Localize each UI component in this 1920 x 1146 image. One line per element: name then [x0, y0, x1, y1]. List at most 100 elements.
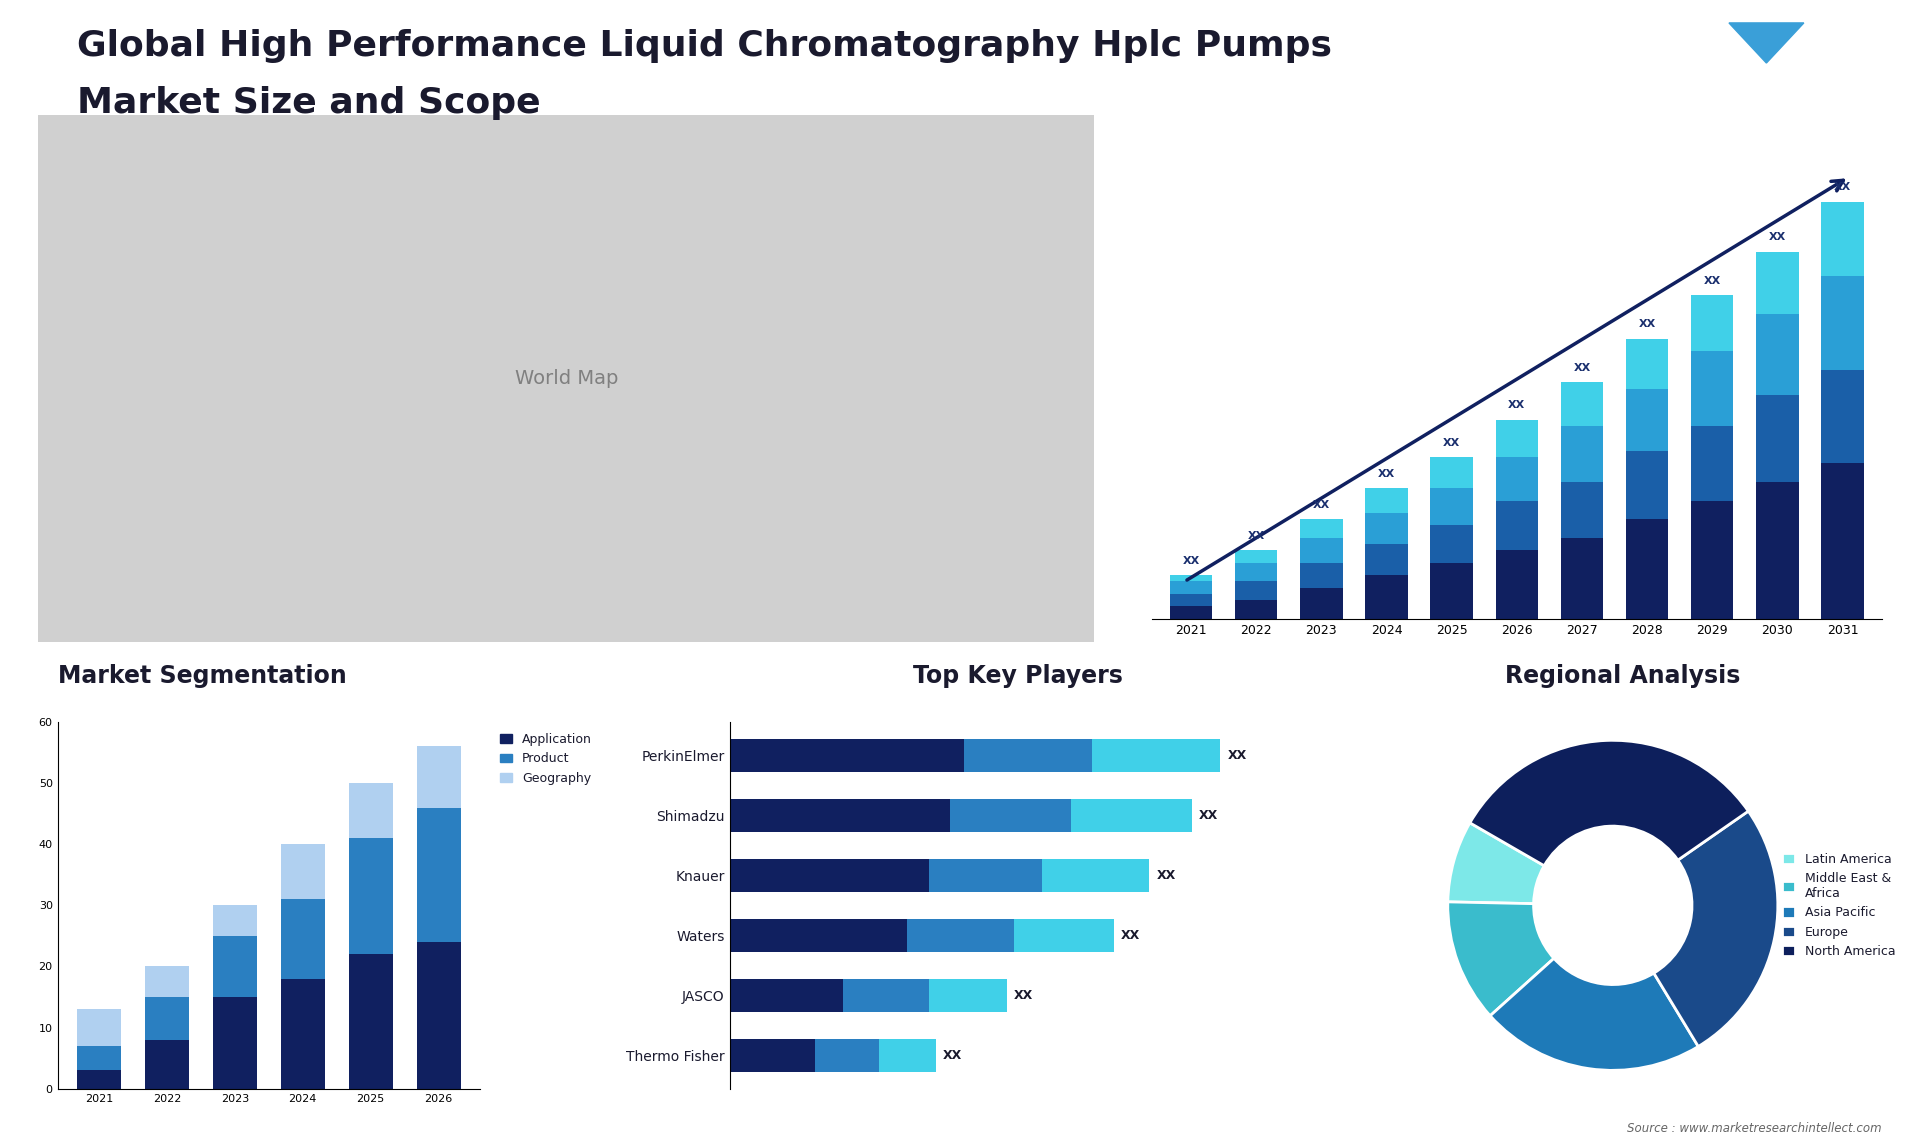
Bar: [1169, 594, 1212, 606]
Bar: [730, 799, 950, 832]
Text: MARKET: MARKET: [1811, 23, 1847, 32]
Bar: [730, 858, 929, 892]
Bar: [1365, 575, 1407, 619]
Text: INTELLECT: INTELLECT: [1811, 69, 1857, 78]
Bar: [349, 955, 394, 1089]
Legend: Application, Product, Geography: Application, Product, Geography: [495, 728, 597, 790]
Bar: [1561, 426, 1603, 481]
Bar: [1626, 388, 1668, 450]
Text: XX: XX: [1121, 929, 1140, 942]
Bar: [1626, 519, 1668, 619]
Bar: [1496, 550, 1538, 619]
Bar: [1692, 296, 1734, 351]
Bar: [1430, 457, 1473, 488]
Text: XX: XX: [1183, 556, 1200, 566]
Text: XX: XX: [1703, 276, 1720, 285]
Bar: [964, 739, 1092, 771]
Bar: [1430, 563, 1473, 619]
Bar: [1822, 276, 1864, 370]
Text: XX: XX: [1198, 809, 1217, 822]
Bar: [1757, 481, 1799, 619]
Bar: [1014, 919, 1114, 952]
Bar: [1365, 488, 1407, 513]
Bar: [1561, 537, 1603, 619]
Bar: [1561, 383, 1603, 426]
Bar: [1235, 550, 1277, 563]
Bar: [1692, 501, 1734, 619]
Bar: [349, 838, 394, 955]
Text: XX: XX: [1444, 438, 1461, 448]
Bar: [1757, 252, 1799, 314]
Bar: [908, 919, 1014, 952]
Bar: [77, 1046, 121, 1070]
Text: Top Key Players: Top Key Players: [912, 664, 1123, 688]
Text: Source : www.marketresearchintellect.com: Source : www.marketresearchintellect.com: [1626, 1122, 1882, 1135]
Bar: [213, 905, 257, 936]
Bar: [1365, 544, 1407, 575]
Text: Market Size and Scope: Market Size and Scope: [77, 86, 540, 120]
Text: RESEARCH: RESEARCH: [1811, 46, 1857, 55]
Bar: [1430, 488, 1473, 526]
Bar: [1757, 314, 1799, 394]
Bar: [1169, 575, 1212, 581]
Bar: [144, 1039, 188, 1089]
Wedge shape: [1448, 902, 1553, 1015]
Bar: [1692, 351, 1734, 426]
Wedge shape: [1471, 740, 1749, 865]
Text: XX: XX: [1313, 500, 1331, 510]
Polygon shape: [1728, 23, 1803, 63]
Text: XX: XX: [1572, 363, 1590, 372]
Text: XX: XX: [1014, 989, 1033, 1002]
Bar: [144, 966, 188, 997]
Legend: Latin America, Middle East &
Africa, Asia Pacific, Europe, North America: Latin America, Middle East & Africa, Asi…: [1776, 847, 1901, 964]
Bar: [1071, 799, 1192, 832]
Wedge shape: [1490, 958, 1699, 1070]
Bar: [213, 936, 257, 997]
Bar: [1822, 463, 1864, 619]
Bar: [1365, 513, 1407, 544]
Text: World Map: World Map: [515, 369, 618, 387]
Wedge shape: [1448, 823, 1544, 904]
Text: Market Segmentation: Market Segmentation: [58, 664, 346, 688]
Bar: [1235, 581, 1277, 601]
Bar: [1300, 588, 1342, 619]
Wedge shape: [1653, 811, 1778, 1046]
Text: XX: XX: [1248, 531, 1265, 541]
Bar: [417, 808, 461, 942]
Bar: [1430, 526, 1473, 563]
Bar: [417, 746, 461, 808]
Text: XX: XX: [1156, 869, 1175, 881]
Text: Regional Analysis: Regional Analysis: [1505, 664, 1740, 688]
Bar: [1496, 419, 1538, 457]
Bar: [814, 1039, 879, 1072]
Bar: [77, 1070, 121, 1089]
Bar: [730, 1039, 814, 1072]
Text: XX: XX: [1509, 400, 1524, 410]
Polygon shape: [1653, 23, 1766, 103]
Bar: [1822, 202, 1864, 276]
Bar: [213, 997, 257, 1089]
Bar: [730, 919, 908, 952]
Bar: [929, 858, 1043, 892]
Bar: [730, 739, 964, 771]
Text: XX: XX: [1768, 233, 1786, 242]
Text: XX: XX: [1227, 748, 1246, 762]
Bar: [1561, 481, 1603, 537]
Bar: [1626, 339, 1668, 388]
Text: XX: XX: [1638, 320, 1655, 329]
Bar: [417, 942, 461, 1089]
Bar: [843, 979, 929, 1012]
Bar: [349, 783, 394, 838]
Text: XX: XX: [1834, 182, 1851, 193]
Bar: [77, 1010, 121, 1046]
Bar: [1300, 563, 1342, 588]
Bar: [879, 1039, 935, 1072]
Bar: [1300, 537, 1342, 563]
Bar: [1235, 563, 1277, 581]
Bar: [730, 979, 843, 1012]
Bar: [1626, 450, 1668, 519]
Bar: [950, 799, 1071, 832]
Bar: [1757, 394, 1799, 481]
Text: XX: XX: [1379, 469, 1396, 479]
Bar: [280, 900, 324, 979]
